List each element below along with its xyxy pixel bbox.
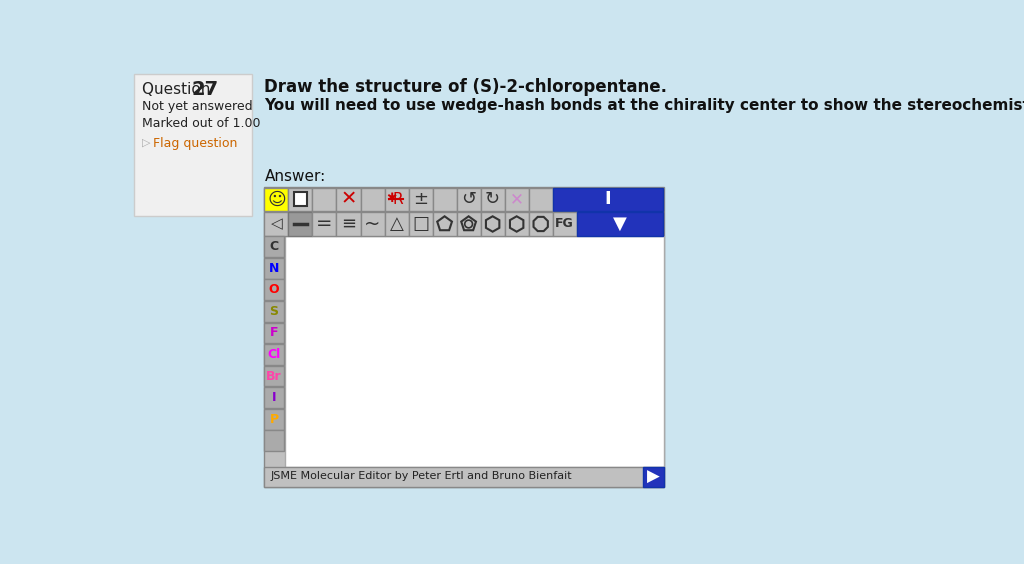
Bar [289, 213, 312, 236]
Bar [432, 188, 457, 211]
Text: ▶: ▶ [647, 468, 659, 486]
Text: R: R [393, 192, 403, 207]
Text: O: O [268, 283, 280, 296]
Text: Answer:: Answer: [264, 169, 326, 184]
Text: P: P [269, 413, 279, 426]
Text: ↺: ↺ [461, 191, 476, 208]
Bar [505, 188, 528, 211]
Text: ✱: ✱ [386, 192, 396, 205]
Bar [264, 187, 664, 487]
Text: ↻: ↻ [485, 191, 500, 208]
Text: ▼: ▼ [613, 215, 627, 233]
Bar [294, 192, 307, 205]
Bar [360, 213, 385, 236]
Text: I: I [605, 191, 611, 208]
Bar [264, 365, 284, 386]
Text: ▷: ▷ [142, 138, 151, 148]
Text: S: S [269, 305, 279, 318]
Bar [312, 213, 337, 236]
Text: =: = [316, 214, 333, 233]
Bar [409, 188, 432, 211]
Text: I: I [271, 391, 276, 404]
Text: C: C [269, 240, 279, 253]
Text: Flag question: Flag question [153, 137, 238, 150]
Bar [289, 188, 312, 211]
Text: Draw the structure of (S)-2-chloropentane.: Draw the structure of (S)-2-chloropentan… [264, 78, 668, 96]
Bar [264, 213, 289, 236]
Text: You will need to use wedge-hash bonds at the chirality center to show the stereo: You will need to use wedge-hash bonds at… [264, 99, 1024, 113]
Text: ✕: ✕ [340, 190, 356, 209]
Bar [385, 188, 409, 211]
Text: ☺: ☺ [267, 191, 286, 208]
Bar [480, 213, 505, 236]
Bar [264, 258, 284, 279]
Text: 27: 27 [191, 80, 219, 99]
Text: Not yet answered: Not yet answered [142, 100, 253, 113]
Text: ~: ~ [365, 214, 381, 233]
Bar [264, 301, 284, 322]
Bar [134, 74, 252, 216]
Text: ≡: ≡ [341, 215, 356, 233]
Bar [360, 188, 385, 211]
Text: Question: Question [142, 82, 215, 96]
Bar [264, 279, 284, 300]
Bar [432, 213, 457, 236]
Text: △: △ [389, 215, 403, 233]
Text: Marked out of 1.00: Marked out of 1.00 [142, 117, 260, 130]
Bar [337, 213, 360, 236]
Bar [577, 213, 663, 236]
Bar [480, 188, 505, 211]
Bar [528, 188, 553, 211]
Bar [385, 213, 409, 236]
Bar [285, 236, 664, 468]
Bar [264, 323, 284, 343]
Bar [337, 188, 360, 211]
Bar [264, 430, 284, 451]
Bar [409, 213, 432, 236]
Bar [457, 213, 480, 236]
Text: JSME Molecular Editor by Peter Ertl and Bruno Bienfait: JSME Molecular Editor by Peter Ertl and … [270, 471, 572, 481]
Bar [528, 213, 553, 236]
Text: ✕: ✕ [510, 191, 523, 208]
Text: ±: ± [413, 191, 428, 208]
Bar [264, 188, 289, 211]
Bar [553, 188, 663, 211]
Bar [312, 188, 337, 211]
Bar [264, 387, 284, 408]
Bar [643, 468, 664, 487]
Text: ◁: ◁ [270, 217, 283, 231]
Bar [264, 236, 284, 257]
Bar [505, 213, 528, 236]
Text: Cl: Cl [267, 348, 281, 361]
Text: □: □ [412, 215, 429, 233]
Text: N: N [269, 262, 280, 275]
Text: F: F [270, 327, 279, 340]
Bar [457, 188, 480, 211]
Bar [553, 213, 577, 236]
Text: FG: FG [555, 218, 574, 231]
Bar [264, 409, 284, 430]
Bar [264, 344, 284, 365]
Text: Br: Br [266, 369, 282, 382]
Bar [264, 468, 664, 487]
